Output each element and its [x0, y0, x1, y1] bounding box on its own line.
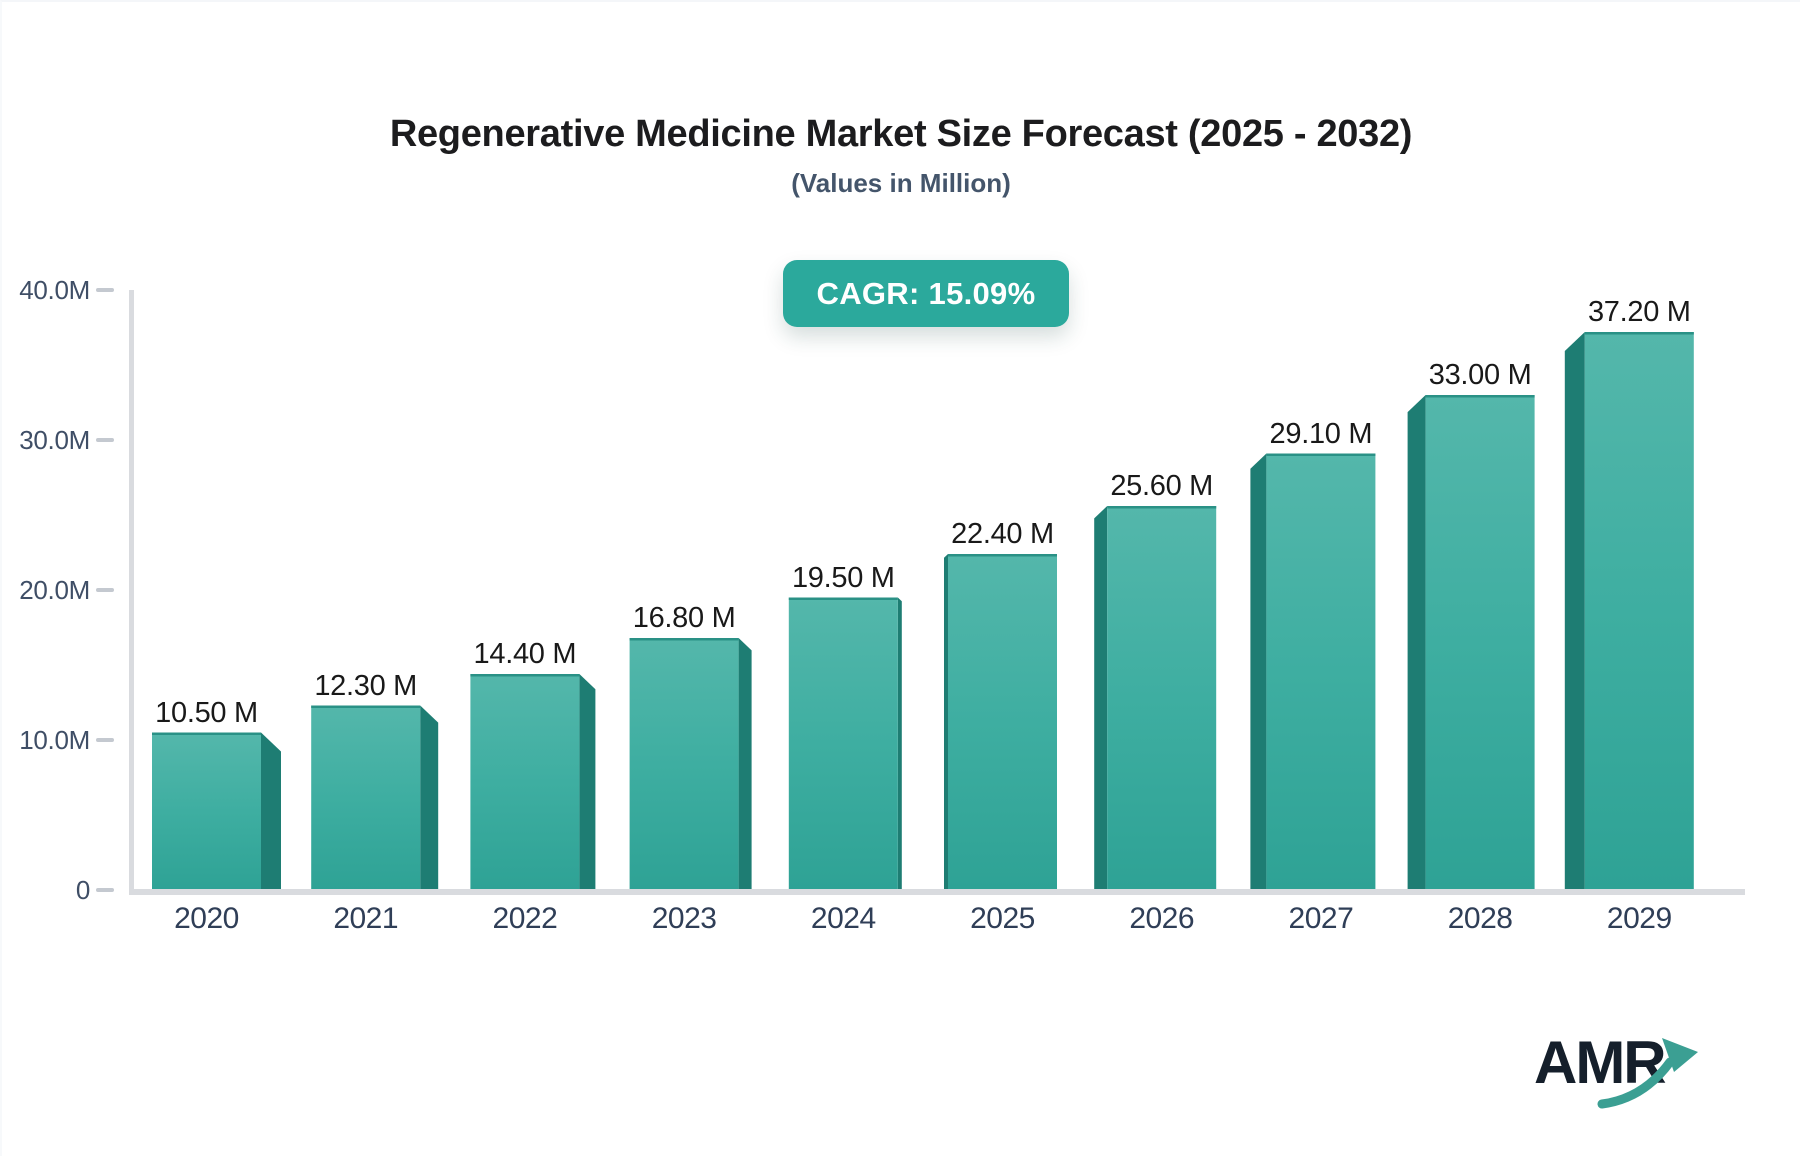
- y-tick-label: 30.0M: [19, 425, 90, 455]
- bar-side-face: [1094, 506, 1108, 891]
- x-tick-label: 2026: [1129, 902, 1195, 935]
- bar-front-face: [948, 554, 1057, 891]
- x-tick-label: 2023: [651, 902, 717, 935]
- bar-group: [788, 597, 902, 891]
- y-axis-tick: [96, 288, 114, 292]
- bar-group: [311, 705, 439, 891]
- x-tick-label: 2020: [174, 902, 239, 935]
- x-tick-label: 2021: [333, 902, 399, 935]
- bar-group: [470, 674, 596, 891]
- bar-front-face: [1425, 395, 1535, 891]
- bar-side-face: [1564, 332, 1585, 891]
- bar-group: [1564, 332, 1694, 891]
- bar-top-edge: [788, 597, 898, 600]
- growth-arrow-icon: [1597, 1038, 1698, 1109]
- cagr-badge: CAGR: 15.09%: [783, 260, 1069, 327]
- x-tick-label: 2024: [810, 902, 876, 935]
- y-tick-label: 0: [75, 875, 90, 905]
- bar-group: [1407, 395, 1535, 891]
- bar-top-edge: [152, 732, 261, 735]
- bar-top-edge: [948, 554, 1057, 557]
- bar-top-edge: [1107, 506, 1217, 509]
- bar-front-face: [629, 638, 739, 891]
- bar-side-face: [1407, 395, 1426, 891]
- bar-front-face: [788, 597, 898, 891]
- bar-top-edge: [1584, 332, 1694, 335]
- bar-value-label: 22.40 M: [951, 518, 1054, 550]
- bar-top-edge: [470, 674, 580, 677]
- y-tick-label: 10.0M: [19, 725, 90, 755]
- bar-value-label: 25.60 M: [1110, 470, 1214, 502]
- y-axis-tick: [96, 438, 114, 442]
- x-tick-label: 2022: [492, 902, 558, 935]
- bar-group: [152, 732, 281, 891]
- y-axis-line: [129, 290, 134, 895]
- bar-group: [629, 638, 752, 891]
- x-tick-label: 2029: [1606, 902, 1672, 935]
- bar-side-face: [1250, 453, 1267, 891]
- bar-group: [1094, 506, 1217, 891]
- bar-value-label: 16.80 M: [632, 602, 736, 634]
- bar-front-face: [1584, 332, 1694, 891]
- bar-value-label: 14.40 M: [473, 638, 577, 670]
- y-axis-tick: [96, 888, 114, 892]
- y-axis-tick: [96, 588, 114, 592]
- bar-side-face: [944, 554, 948, 891]
- bar-front-face: [470, 674, 580, 891]
- bar-value-label: 29.10 M: [1269, 417, 1373, 450]
- bar-value-label: 37.20 M: [1587, 296, 1691, 328]
- bar-group: [944, 554, 1057, 891]
- bar-value-label: 12.30 M: [314, 669, 418, 702]
- y-tick-label: 40.0M: [19, 275, 90, 305]
- bar-value-label: 10.50 M: [155, 696, 258, 729]
- bar-side-face: [261, 732, 281, 891]
- bar-front-face: [311, 705, 421, 891]
- bar-front-face: [1107, 506, 1217, 891]
- chart-subtitle: (Values in Million): [791, 168, 1011, 198]
- bar-group: [1250, 453, 1376, 891]
- bar-top-edge: [311, 705, 421, 708]
- chart-title: Regenerative Medicine Market Size Foreca…: [389, 113, 1413, 155]
- bar-top-edge: [629, 638, 739, 641]
- y-tick-label: 20.0M: [19, 575, 90, 605]
- bar-top-edge: [1425, 395, 1535, 398]
- bar-front-face: [152, 732, 261, 891]
- bar-side-face: [897, 597, 902, 891]
- bar-value-label: 19.50 M: [791, 561, 895, 594]
- amr-logo: AMR: [1534, 1032, 1714, 1117]
- x-tick-label: 2025: [970, 902, 1035, 935]
- bar-side-face: [579, 674, 596, 891]
- bar-side-face: [738, 638, 752, 891]
- bar-top-edge: [1266, 453, 1376, 456]
- y-axis-tick: [96, 738, 114, 742]
- x-tick-label: 2028: [1447, 902, 1513, 935]
- bar-side-face: [420, 705, 439, 891]
- bar-value-label: 33.00 M: [1428, 359, 1532, 391]
- bar-front-face: [1266, 453, 1376, 891]
- x-axis-line: [129, 889, 1745, 895]
- x-tick-label: 2027: [1288, 902, 1354, 935]
